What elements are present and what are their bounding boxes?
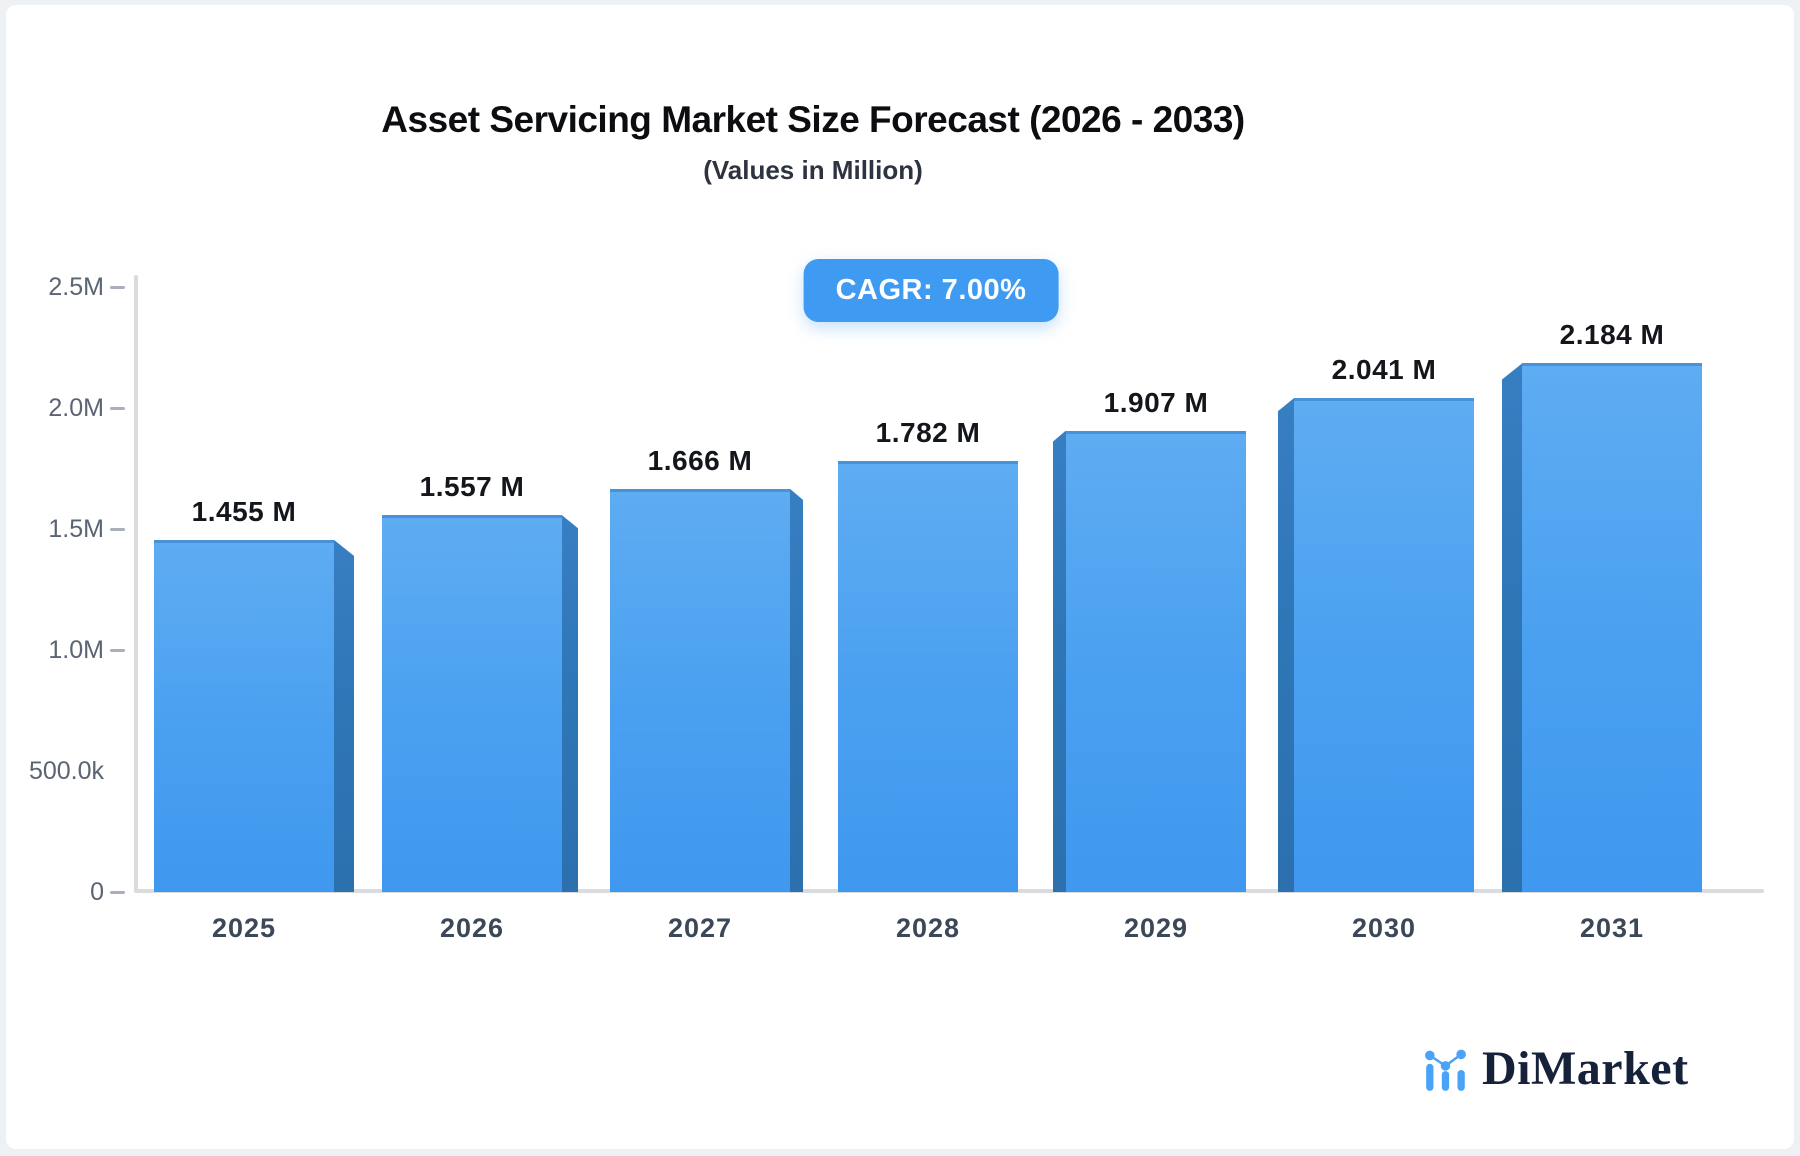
x-axis-label: 2031 [1579, 913, 1645, 943]
bar-value-label: 2.184 M [1559, 319, 1665, 351]
chart-subtitle: (Values in Million) [703, 155, 923, 185]
bar-side-face [334, 539, 354, 892]
title-block: Asset Servicing Market Size Forecast (20… [6, 99, 1620, 186]
y-tick-mark [110, 406, 125, 410]
bar-front-face [1294, 398, 1474, 892]
y-tick-label: 0 [90, 878, 104, 906]
bar-value-label: 1.666 M [647, 444, 753, 476]
y-tick-mark [110, 890, 125, 894]
bar-front-face [382, 515, 562, 892]
bar-chart-plot-area: 0 500.0k 1.0M 1.5M 2.0M 2.5M 1.455 M 2025 1.557 … [6, 5, 1794, 1149]
y-tick-label: 1.0M [48, 636, 104, 664]
bar-front-face [610, 488, 790, 892]
y-tick-mark [110, 527, 125, 531]
x-axis-label: 2027 [667, 913, 733, 943]
bar-chart-with-dots-icon [1425, 1049, 1466, 1091]
y-tick-label: 1.5M [48, 515, 104, 543]
bar-value-label: 1.907 M [1103, 386, 1209, 418]
bar-value-label: 1.782 M [875, 416, 981, 448]
y-tick-mark [110, 285, 125, 289]
bar-side-face [790, 488, 803, 892]
brand-logo: DiMarket [1422, 1041, 1689, 1096]
bar-value-label: 1.455 M [191, 495, 297, 527]
y-tick-mark [110, 648, 125, 652]
y-tick-label: 2.0M [48, 394, 104, 422]
bar-side-face [562, 515, 578, 892]
bar-side-face [1278, 398, 1294, 892]
bar-side-face [1053, 430, 1066, 892]
chart-card: Asset Servicing Market Size Forecast (20… [6, 5, 1794, 1149]
x-axis-label: 2029 [1123, 913, 1189, 943]
y-tick-label: 500.0k [28, 757, 104, 785]
chart-title: Asset Servicing Market Size Forecast (20… [381, 99, 1245, 140]
bar-front-face [154, 539, 334, 892]
bar-front-face [1522, 363, 1702, 892]
cagr-badge: CAGR: 7.00% [803, 259, 1059, 322]
x-axis-label: 2026 [439, 913, 505, 943]
x-axis-label: 2030 [1351, 913, 1417, 943]
bar-front-face [1066, 430, 1246, 892]
bar-side-face [1502, 363, 1522, 892]
bar-value-label: 1.557 M [419, 471, 525, 503]
x-axis-label: 2025 [211, 913, 277, 943]
bar-front-face [838, 460, 1018, 892]
x-axis-label: 2028 [895, 913, 961, 943]
y-tick-label: 2.5M [48, 273, 104, 301]
bar-value-label: 2.041 M [1331, 354, 1437, 386]
y-axis-line [134, 275, 138, 892]
brand-name: DiMarket [1482, 1042, 1689, 1095]
